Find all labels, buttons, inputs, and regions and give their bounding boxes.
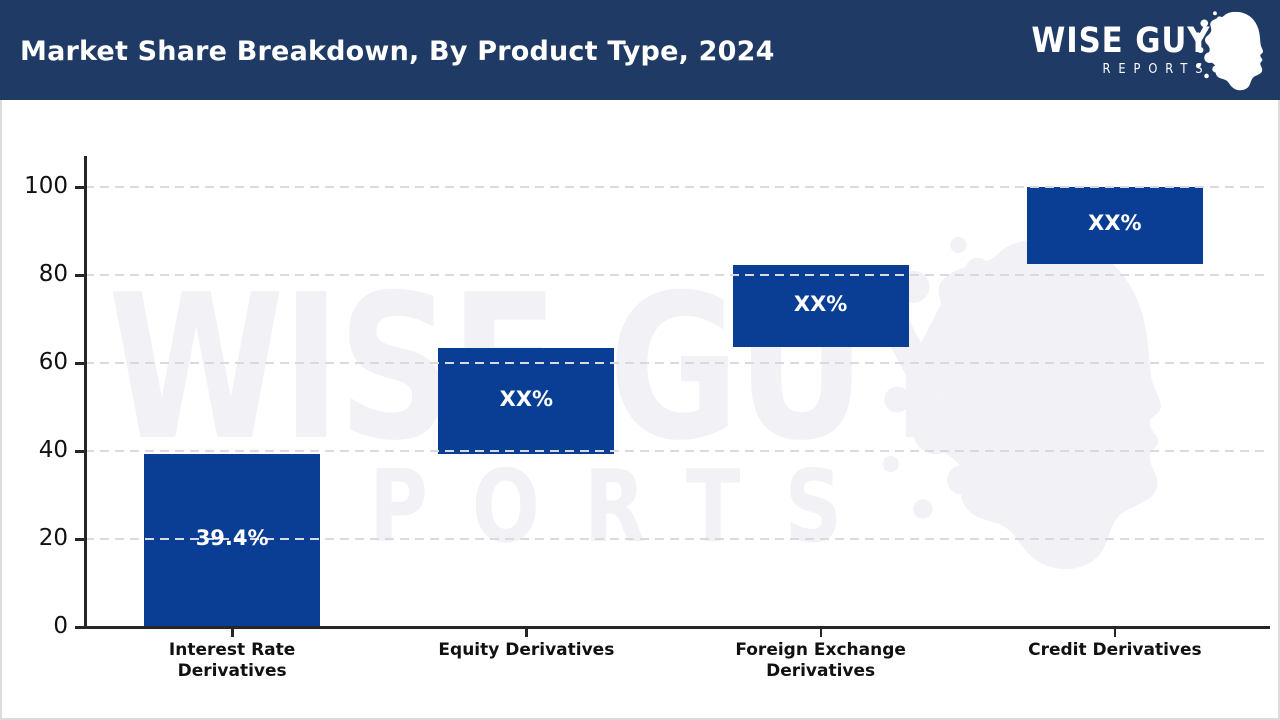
bar-2 [438, 348, 615, 454]
y-tick-20 [75, 538, 85, 541]
y-tick-label-20: 20 [38, 525, 68, 551]
bar-1 [144, 453, 321, 627]
chart-title: Market Share Breakdown, By Product Type,… [20, 36, 775, 67]
y-tick-label-80: 80 [38, 261, 68, 287]
y-tick-label-40: 40 [38, 437, 68, 463]
gridline-80 [85, 274, 1270, 276]
x-tick-3 [819, 628, 823, 637]
bar-3 [732, 264, 909, 348]
bar-label-2: XX% [499, 386, 554, 411]
gridline-100 [85, 186, 1270, 188]
y-tick-40 [75, 450, 85, 453]
y-tick-80 [75, 274, 85, 277]
gridline-20 [85, 538, 1270, 540]
category-label-4: Credit Derivatives [1028, 640, 1202, 660]
y-tick-100 [75, 186, 85, 189]
logo-face-icon [1195, 11, 1264, 91]
y-tick-label-100: 100 [24, 173, 68, 199]
y-tick-60 [75, 362, 85, 365]
x-tick-1 [231, 628, 234, 637]
category-label-1: Interest Rate Derivatives [168, 640, 296, 682]
watermark-face-icon [877, 236, 1161, 570]
logo-brand-label: WISE GUY [1030, 20, 1210, 61]
bar-label-4: XX% [1088, 211, 1142, 236]
x-tick-2 [525, 628, 528, 637]
bar-label-3: XX% [793, 292, 848, 317]
logo-sub-label: REPORTS [1102, 61, 1210, 77]
category-label-2: Equity Derivatives [438, 640, 615, 660]
x-axis-line [84, 626, 1270, 629]
bar-label-1: 39.4% [195, 526, 269, 551]
gridline-40 [85, 450, 1270, 452]
y-tick-0 [75, 626, 85, 629]
gridline-60 [85, 362, 1270, 364]
y-axis-line [84, 156, 87, 629]
logo-text: WISE GUY REPORTS [1030, 20, 1210, 77]
category-label-3: Foreign Exchange Derivatives [735, 640, 906, 682]
y-tick-label-0: 0 [53, 613, 68, 639]
bar-4 [1026, 187, 1203, 264]
y-tick-label-60: 60 [38, 349, 68, 375]
header-bar: Market Share Breakdown, By Product Type,… [0, 0, 1280, 100]
wise-guy-logo: WISE GUY REPORTS [1007, 6, 1274, 94]
x-tick-4 [1113, 628, 1117, 637]
